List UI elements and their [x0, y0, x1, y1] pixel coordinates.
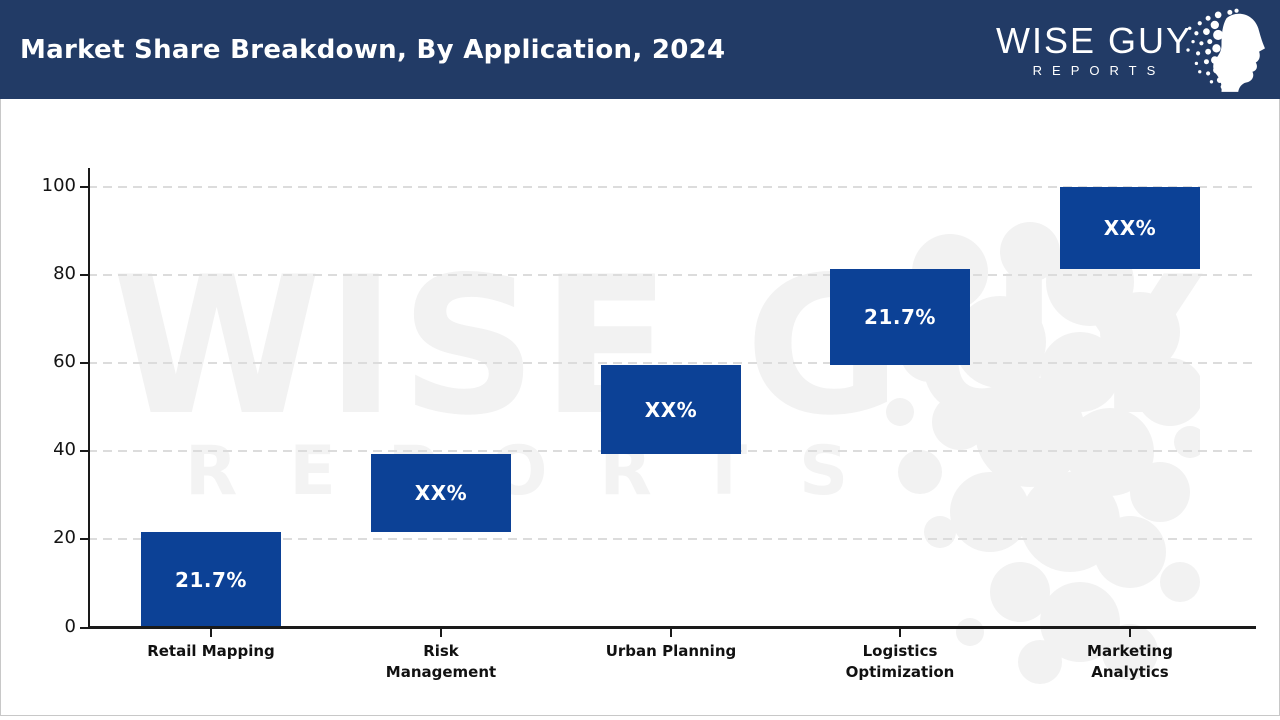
y-tick-100	[80, 185, 88, 188]
x-tick-2	[670, 629, 672, 637]
bar-value-label: 21.7%	[864, 304, 936, 329]
bar-value-label: XX%	[1103, 215, 1157, 240]
bar-2: XX%	[601, 365, 741, 455]
bar-value-label: 21.7%	[175, 567, 247, 592]
gridline-20	[88, 538, 1256, 541]
x-tick-4	[1129, 629, 1131, 637]
x-tick-0	[210, 629, 212, 637]
logo-wordmark: WISE GUY REPORTS	[995, 19, 1192, 78]
x-axis-spine	[88, 626, 1256, 629]
y-tick-80	[80, 273, 88, 276]
gridline-60	[88, 361, 1256, 364]
y-tick-label-80: 80	[53, 262, 76, 284]
watermark-face-blobs	[861, 222, 1200, 684]
logo-line1: WISE GUY	[995, 19, 1192, 61]
y-tick-0	[80, 626, 88, 629]
bar-1: XX%	[371, 454, 511, 532]
y-axis-spine	[88, 168, 90, 629]
wise-guy-reports-logo: WISE GUY REPORTS	[996, 6, 1270, 94]
x-category-label-4: Marketing Analytics	[1087, 642, 1173, 681]
x-category-label-1: Risk Management	[385, 642, 497, 681]
bar-0: 21.7%	[141, 531, 281, 628]
bar-value-label: XX%	[644, 397, 698, 422]
x-category-label-2: Urban Planning	[605, 642, 737, 660]
y-tick-60	[80, 361, 88, 364]
y-tick-label-60: 60	[53, 350, 76, 372]
y-tick-label-20: 20	[53, 527, 76, 549]
bar-value-label: XX%	[414, 480, 468, 505]
y-tick-label-0: 0	[64, 615, 76, 637]
x-category-label-0: Retail Mapping	[147, 642, 275, 660]
x-category-label-3: Logistics Optimization	[845, 642, 955, 681]
y-tick-label-100: 100	[41, 174, 76, 196]
x-tick-3	[899, 629, 901, 637]
bar-3: 21.7%	[830, 268, 970, 365]
logo-line2: REPORTS	[1032, 62, 1166, 78]
x-tick-1	[440, 629, 442, 637]
y-tick-label-40: 40	[53, 439, 76, 461]
gridline-80	[88, 273, 1256, 276]
logo-face-icon	[1186, 8, 1265, 92]
header-bar: Market Share Breakdown, By Application, …	[0, 0, 1280, 99]
gridline-100	[88, 185, 1256, 188]
chart-title: Market Share Breakdown, By Application, …	[20, 34, 726, 65]
y-tick-40	[80, 450, 88, 453]
y-tick-20	[80, 538, 88, 541]
bar-4: XX%	[1060, 186, 1200, 269]
